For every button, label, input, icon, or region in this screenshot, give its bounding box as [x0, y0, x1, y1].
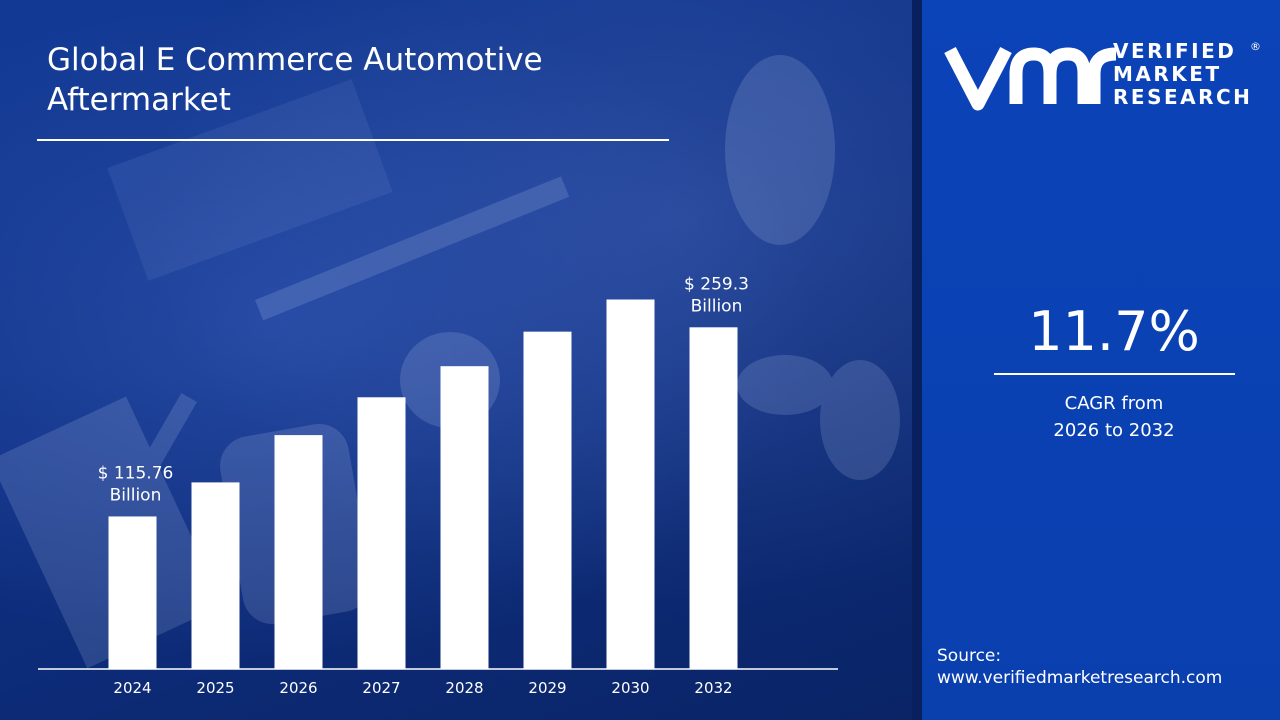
- cagr-label: CAGR from 2026 to 2032: [994, 390, 1234, 444]
- bar-2026: [274, 435, 323, 669]
- data-label-2032-line-1: $ 259.3: [684, 274, 749, 294]
- brand-line-research: RESEARCH: [1113, 85, 1253, 109]
- vmr-mark-icon: [944, 47, 1117, 111]
- data-label-2024-line-2: Billion: [110, 485, 162, 505]
- registered-mark: ®: [1250, 40, 1261, 53]
- bar-2032: [689, 327, 738, 669]
- bar-2024: [108, 516, 157, 669]
- chart-title-line-1: Global E Commerce Automotive: [47, 42, 543, 78]
- cagr-divider: [994, 373, 1235, 375]
- verified-market-research-logo: [944, 47, 1117, 111]
- cagr-value: 11.7%: [1028, 300, 1200, 363]
- bar-2027: [357, 397, 406, 669]
- chart-title-line-2: Aftermarket: [47, 82, 231, 118]
- brand-wordmark: VERIFIED MARKET RESEARCH: [1113, 40, 1252, 109]
- data-label-2032-line-2: Billion: [691, 296, 743, 316]
- x-axis-ticks: 2024 2025 2026 2027 2028 2029 2030 2032: [113, 679, 732, 697]
- x-tick-2029: 2029: [528, 679, 566, 697]
- side-panel: [922, 0, 1280, 720]
- x-tick-2027: 2027: [362, 679, 400, 697]
- bar-2030: [606, 299, 655, 669]
- source-label: Source:: [937, 646, 1002, 666]
- bar-series: [108, 299, 738, 669]
- chart-title: Global E Commerce Automotive Aftermarket: [47, 40, 667, 120]
- brand-line-market: MARKET: [1113, 62, 1222, 86]
- brand-line-verified: VERIFIED: [1113, 39, 1237, 63]
- x-tick-2032: 2032: [694, 679, 732, 697]
- x-tick-2028: 2028: [445, 679, 483, 697]
- bar-2028: [440, 366, 489, 669]
- x-tick-2026: 2026: [279, 679, 317, 697]
- source-url: www.verifiedmarketresearch.com: [937, 668, 1223, 688]
- x-tick-2024: 2024: [113, 679, 151, 697]
- x-tick-2030: 2030: [611, 679, 649, 697]
- cagr-label-line-1: CAGR from: [1064, 393, 1164, 414]
- bar-chart: 2024 2025 2026 2027 2028 2029 2030 2032 $ 115.7…: [38, 274, 838, 697]
- title-divider: [37, 139, 669, 141]
- data-label-2024-line-1: $ 115.76: [98, 463, 174, 483]
- panel-divider: [912, 0, 922, 720]
- x-tick-2025: 2025: [196, 679, 234, 697]
- bar-2025: [191, 482, 240, 669]
- bar-2029: [523, 331, 572, 669]
- cagr-label-line-2: 2026 to 2032: [1053, 420, 1175, 441]
